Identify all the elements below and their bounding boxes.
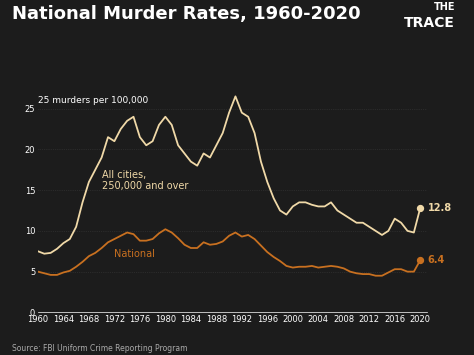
Text: All cities,
250,000 and over: All cities, 250,000 and over: [101, 170, 188, 191]
Text: National: National: [114, 249, 155, 259]
Text: 6.4: 6.4: [428, 255, 445, 265]
Text: THE: THE: [434, 2, 455, 12]
Point: [417, 257, 424, 263]
Text: 12.8: 12.8: [428, 203, 452, 213]
Point: [417, 205, 424, 211]
Text: TRACE: TRACE: [404, 16, 455, 30]
Text: Source: FBI Uniform Crime Reporting Program: Source: FBI Uniform Crime Reporting Prog…: [12, 344, 187, 353]
Text: National Murder Rates, 1960-2020: National Murder Rates, 1960-2020: [12, 5, 360, 23]
Text: 25 murders per 100,000: 25 murders per 100,000: [38, 95, 148, 104]
